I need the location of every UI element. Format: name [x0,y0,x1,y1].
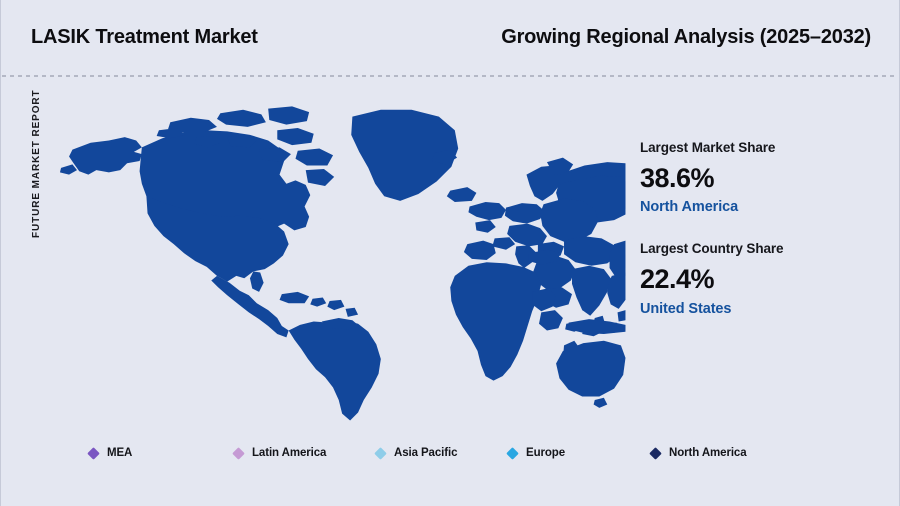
stat-value: 22.4% [640,264,715,295]
vertical-brand-label: FUTURE MARKET REPORT [31,89,42,238]
map-legend: MEA Latin America Asia Pacific Europe No… [87,446,789,467]
world-map-asia-oceania [556,319,626,408]
stats-panel: Largest Market Share 38.6% North America… [640,140,880,343]
stat-label: Largest Country Share [640,241,784,257]
legend-label: MEA [107,447,133,459]
legend-marker-icon [649,446,662,460]
stat-label: Largest Market Share [640,140,776,155]
page-title: LASIK Treatment Market [31,26,258,48]
header-bar: LASIK Treatment Market Growing Regional … [1,0,899,75]
legend-marker-icon [87,446,100,460]
stat-largest-market-share: Largest Market Share 38.6% North America [640,140,880,215]
legend-marker-icon [506,446,519,460]
legend-item-latin-america: Latin America [232,446,327,460]
legend-item-asia-pacific: Asia Pacific [374,446,458,460]
world-map [56,95,626,425]
legend-item-north-america: North America [649,446,747,460]
stat-region: United States [640,300,732,317]
legend-item-europe: Europe [506,446,566,460]
world-map-landmass [59,106,626,421]
legend-marker-icon [232,446,245,460]
legend-label: North America [669,447,747,459]
legend-marker-icon [374,446,387,460]
stat-value: 38.6% [640,163,715,193]
legend-item-mea: MEA [87,446,133,460]
legend-label: Latin America [252,447,327,459]
header-divider [2,75,898,77]
stat-largest-country-share: Largest Country Share 22.4% United State… [640,241,880,316]
legend-label: Asia Pacific [394,447,458,459]
world-map-svg [59,106,626,421]
legend-label: Europe [526,447,566,459]
stat-region: North America [640,199,739,216]
header-subtitle: Growing Regional Analysis (2025–2032) [501,26,871,48]
